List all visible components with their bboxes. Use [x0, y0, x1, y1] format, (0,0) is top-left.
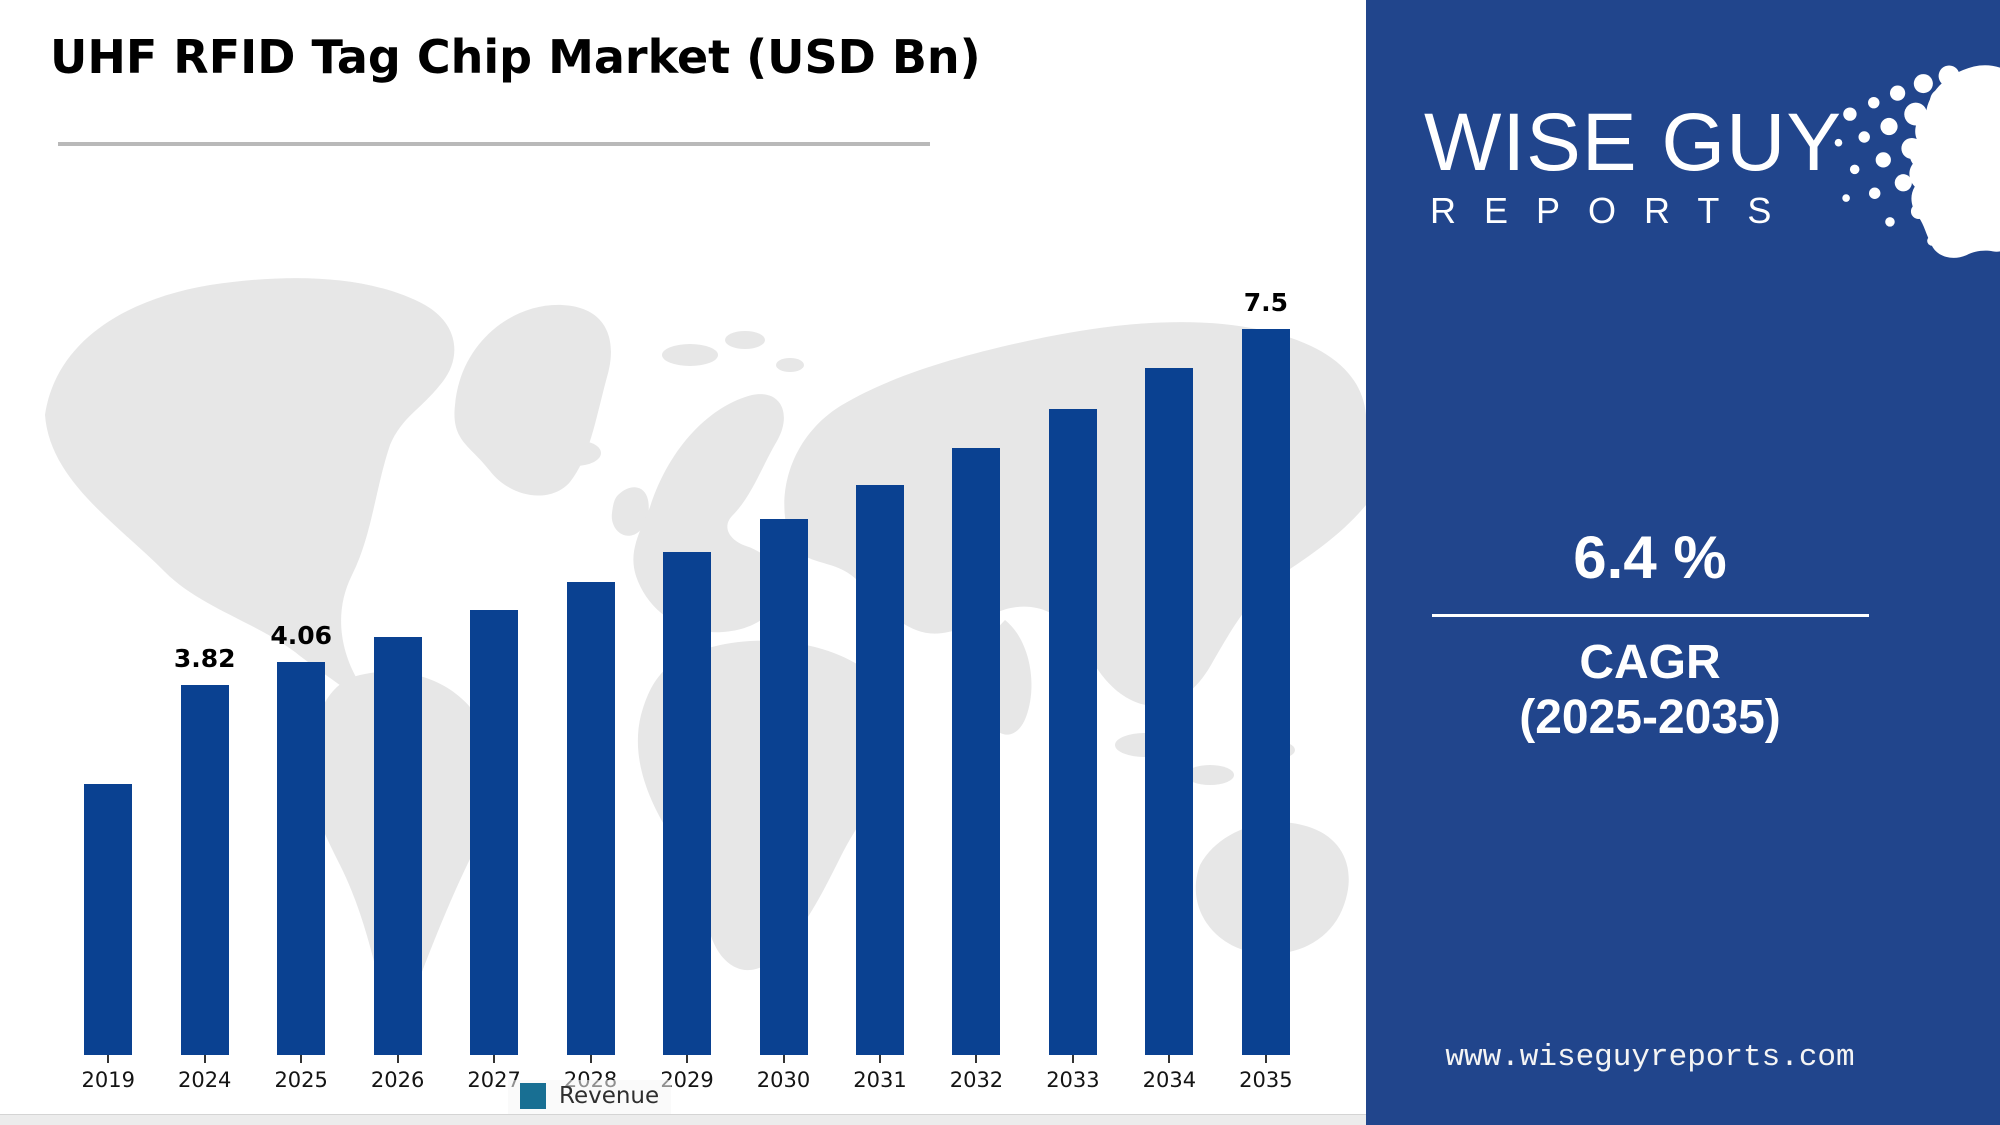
- bar: [566, 582, 615, 1055]
- bar: [373, 637, 422, 1055]
- legend-swatch: [520, 1083, 546, 1109]
- bar: [663, 552, 712, 1055]
- legend: Revenue: [508, 1080, 672, 1114]
- website-url: www.wiseguyreports.com: [1445, 1040, 1855, 1075]
- bar-column: 2034: [1121, 240, 1217, 1092]
- bar-value-label: 4.06: [270, 621, 333, 650]
- x-axis-tick: [1264, 1055, 1267, 1063]
- bar: [84, 784, 133, 1055]
- x-axis-tick: [589, 1055, 592, 1063]
- x-axis-label: 2035: [1239, 1068, 1293, 1092]
- bar-value-label: 3.82: [173, 644, 236, 673]
- x-axis-label: 2034: [1142, 1068, 1197, 1092]
- bar-column: 4.06 2025: [253, 240, 349, 1092]
- x-axis-label: 2032: [949, 1068, 1004, 1092]
- sidebar: WISE GUY REPORTS: [1366, 0, 2000, 1125]
- bar-column: 2031: [832, 240, 928, 1092]
- bar: [855, 485, 904, 1055]
- x-axis-tick: [782, 1055, 785, 1063]
- x-axis-tick: [686, 1055, 689, 1063]
- bar-column: 2027: [446, 240, 542, 1092]
- x-axis-label: 2033: [1046, 1068, 1100, 1092]
- chart-panel: UHF RFID Tag Chip Market (USD Bn): [0, 30, 1366, 1125]
- x-axis-label: 2025: [274, 1068, 328, 1092]
- bar: [759, 519, 808, 1055]
- x-axis-tick: [300, 1055, 303, 1063]
- x-axis-label: 2024: [177, 1068, 232, 1092]
- bar-value-label: 7.5: [1243, 288, 1289, 317]
- title-underline: [58, 142, 930, 146]
- x-axis-tick: [396, 1055, 399, 1063]
- bar-column: 2019: [60, 240, 156, 1092]
- bar-column: 7.5 2035: [1218, 240, 1314, 1092]
- x-axis-label: 2019: [81, 1068, 135, 1092]
- bottom-strip: [0, 1114, 1366, 1125]
- bar: [1145, 368, 1194, 1055]
- x-axis-label: 2026: [370, 1068, 425, 1092]
- bar: [1241, 329, 1290, 1055]
- x-axis-tick: [1168, 1055, 1171, 1063]
- cagr-period: (2025-2035): [1519, 691, 1781, 745]
- cagr-label: CAGR: [1579, 636, 1721, 689]
- bar: [470, 610, 519, 1055]
- bar-column: 2030: [735, 240, 831, 1092]
- brand-subtitle: REPORTS: [1430, 190, 1800, 232]
- bar-column: 2026: [349, 240, 445, 1092]
- x-axis-label: 2031: [853, 1068, 907, 1092]
- bar-column: 2032: [928, 240, 1024, 1092]
- x-axis-tick: [493, 1055, 496, 1063]
- bar-chart: 2019 3.82 2024 4.06 2025 2026 202720282029 2030…: [60, 240, 1314, 1092]
- x-axis-tick: [878, 1055, 881, 1063]
- bar: [1048, 409, 1097, 1055]
- bar-column: 3.82 2024: [156, 240, 252, 1092]
- x-axis-tick: [1071, 1055, 1074, 1063]
- brand-head-icon: [1834, 65, 2000, 258]
- legend-label: Revenue: [559, 1083, 660, 1109]
- chart-title: UHF RFID Tag Chip Market (USD Bn): [50, 30, 981, 84]
- brand-name: WISE GUY: [1424, 97, 1843, 188]
- bar: [277, 662, 326, 1055]
- bar-column: 2028: [542, 240, 638, 1092]
- cagr-block: 6.4 % CAGR (2025-2035): [1366, 528, 2000, 745]
- bar: [952, 448, 1001, 1055]
- bar-column: 2029: [639, 240, 735, 1092]
- bar-column: 2033: [1025, 240, 1121, 1092]
- brand-text: WISE GUY REPORTS: [1424, 97, 1843, 232]
- brand-logo: WISE GUY REPORTS: [1424, 55, 2000, 260]
- x-axis-tick: [107, 1055, 110, 1063]
- cagr-divider: [1431, 614, 1869, 617]
- bar: [180, 685, 229, 1055]
- x-axis-label: 2030: [756, 1068, 811, 1092]
- x-axis-tick: [975, 1055, 978, 1063]
- cagr-value: 6.4 %: [1573, 524, 1727, 591]
- x-axis-tick: [203, 1055, 206, 1063]
